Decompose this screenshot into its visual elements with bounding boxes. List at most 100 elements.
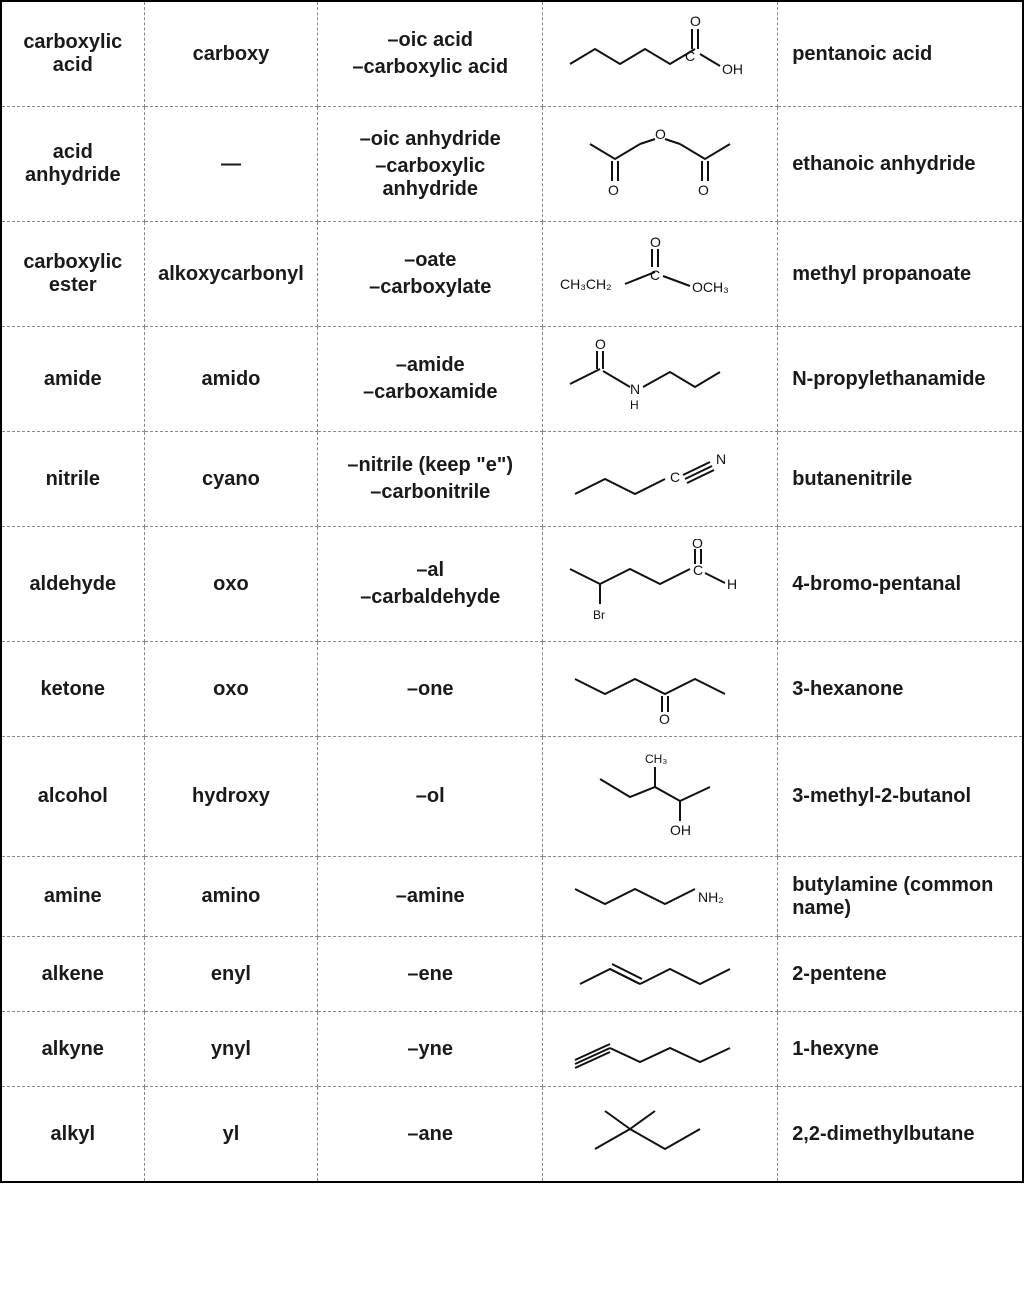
cell-example-name: butanenitrile — [778, 432, 1023, 527]
svg-text:NH₂: NH₂ — [698, 889, 724, 905]
cell-suffix: –ane — [318, 1087, 543, 1183]
cell-example-name: 3-methyl-2-butanol — [778, 737, 1023, 857]
cell-prefix: amino — [144, 857, 318, 937]
suffix-line: –oic anhydride — [328, 128, 532, 151]
suffix-line: –ol — [328, 785, 532, 808]
cell-class: amide — [1, 327, 144, 432]
svg-text:N: N — [716, 451, 726, 467]
cell-class: alkyne — [1, 1012, 144, 1087]
cell-suffix: –al –carbaldehyde — [318, 527, 543, 642]
cell-prefix: hydroxy — [144, 737, 318, 857]
cell-structure: NH₂ — [543, 857, 778, 937]
suffix-line: –oic acid — [328, 29, 532, 52]
functional-groups-table: carboxylic acidcarboxy –oic acid –carboxyl… — [0, 0, 1024, 1183]
cell-structure: O N H — [543, 327, 778, 432]
suffix-line: –carbaldehyde — [328, 586, 532, 609]
cell-class: aldehyde — [1, 527, 144, 642]
table-row: aldehydeoxo –al –carbaldehyde Br C O H 4-b… — [1, 527, 1023, 642]
suffix-line: –ane — [328, 1123, 532, 1146]
cell-prefix: carboxy — [144, 1, 318, 107]
svg-text:C: C — [693, 562, 703, 578]
table-row: carboxylic acidcarboxy –oic acid –carboxyl… — [1, 1, 1023, 107]
cell-example-name: 2,2-dimethylbutane — [778, 1087, 1023, 1183]
suffix-line: –carboxylic acid — [328, 56, 532, 79]
suffix-line: –nitrile (keep "e") — [328, 454, 532, 477]
table-row: acid anhydride— –oic anhydride –carboxylic… — [1, 107, 1023, 222]
cell-prefix: oxo — [144, 527, 318, 642]
svg-text:C: C — [685, 48, 695, 64]
cell-prefix: enyl — [144, 937, 318, 1012]
cell-suffix: –one — [318, 642, 543, 737]
table-row: alkeneenyl –ene 2-pentene — [1, 937, 1023, 1012]
cell-suffix: –oate –carboxylate — [318, 222, 543, 327]
cell-class: carboxylic acid — [1, 1, 144, 107]
cell-suffix: –ene — [318, 937, 543, 1012]
cell-class: nitrile — [1, 432, 144, 527]
cell-example-name: 1-hexyne — [778, 1012, 1023, 1087]
suffix-line: –carboxamide — [328, 381, 532, 404]
cell-prefix: yl — [144, 1087, 318, 1183]
suffix-line: –oate — [328, 249, 532, 272]
table-row: carboxylic esteralkoxycarbonyl–oate–carb… — [1, 222, 1023, 327]
svg-text:O: O — [608, 182, 619, 198]
table-row: alkyneynyl –yne 1-hexyne — [1, 1012, 1023, 1087]
cell-prefix: ynyl — [144, 1012, 318, 1087]
cell-structure: O — [543, 642, 778, 737]
svg-text:C: C — [650, 267, 660, 283]
cell-structure — [543, 1087, 778, 1183]
cell-class: ketone — [1, 642, 144, 737]
cell-example-name: ethanoic anhydride — [778, 107, 1023, 222]
table-row: ketoneoxo –one O 3-hexanone — [1, 642, 1023, 737]
cell-prefix: alkoxycarbonyl — [144, 222, 318, 327]
svg-text:O: O — [595, 339, 606, 352]
cell-structure — [543, 1012, 778, 1087]
cell-class: acid anhydride — [1, 107, 144, 222]
cell-prefix: cyano — [144, 432, 318, 527]
cell-suffix: –nitrile (keep "e") –carbonitrile — [318, 432, 543, 527]
cell-example-name: butylamine (common name) — [778, 857, 1023, 937]
table-row: alkylyl–ane 2,2-dimethylbutane — [1, 1087, 1023, 1183]
cell-structure: O O O — [543, 107, 778, 222]
cell-example-name: N-propylethanamide — [778, 327, 1023, 432]
suffix-line: –yne — [328, 1038, 532, 1061]
svg-text:Br: Br — [593, 608, 605, 622]
cell-class: alcohol — [1, 737, 144, 857]
cell-prefix: amido — [144, 327, 318, 432]
table-row: amineamino –amine NH₂ butylamine (common … — [1, 857, 1023, 937]
cell-suffix: –oic acid –carboxylic acid — [318, 1, 543, 107]
svg-text:O: O — [692, 539, 703, 551]
cell-suffix: –oic anhydride –carboxylic anhydride — [318, 107, 543, 222]
svg-text:OH: OH — [670, 822, 691, 838]
cell-suffix: –ol — [318, 737, 543, 857]
cell-structure: Br C O H — [543, 527, 778, 642]
suffix-line: –amine — [328, 885, 532, 908]
suffix-line: –al — [328, 559, 532, 582]
cell-example-name: 4-bromo-pentanal — [778, 527, 1023, 642]
svg-text:O: O — [650, 234, 661, 250]
table-body: carboxylic acidcarboxy –oic acid –carboxyl… — [1, 1, 1023, 1182]
svg-text:O: O — [655, 126, 666, 142]
table-row: amideamido –amide –carboxamide O N H N-pro… — [1, 327, 1023, 432]
cell-prefix: oxo — [144, 642, 318, 737]
suffix-line: –carboxylic anhydride — [328, 155, 532, 201]
svg-text:C: C — [670, 469, 680, 485]
svg-text:CH₃CH₂: CH₃CH₂ — [560, 276, 612, 292]
svg-text:H: H — [727, 576, 737, 592]
suffix-line: –one — [328, 678, 532, 701]
cell-example-name: 2-pentene — [778, 937, 1023, 1012]
cell-prefix: — — [144, 107, 318, 222]
svg-text:CH₃: CH₃ — [645, 752, 667, 766]
suffix-line: –amide — [328, 354, 532, 377]
suffix-line: –carbonitrile — [328, 481, 532, 504]
svg-text:OH: OH — [722, 61, 743, 77]
svg-text:O: O — [659, 711, 670, 724]
suffix-line: –carboxylate — [328, 276, 532, 299]
svg-text:N: N — [630, 381, 640, 397]
svg-text:OCH₃: OCH₃ — [692, 279, 729, 295]
cell-structure: O C OH — [543, 1, 778, 107]
cell-example-name: 3-hexanone — [778, 642, 1023, 737]
cell-class: amine — [1, 857, 144, 937]
cell-class: alkene — [1, 937, 144, 1012]
suffix-line: –ene — [328, 963, 532, 986]
cell-structure — [543, 937, 778, 1012]
